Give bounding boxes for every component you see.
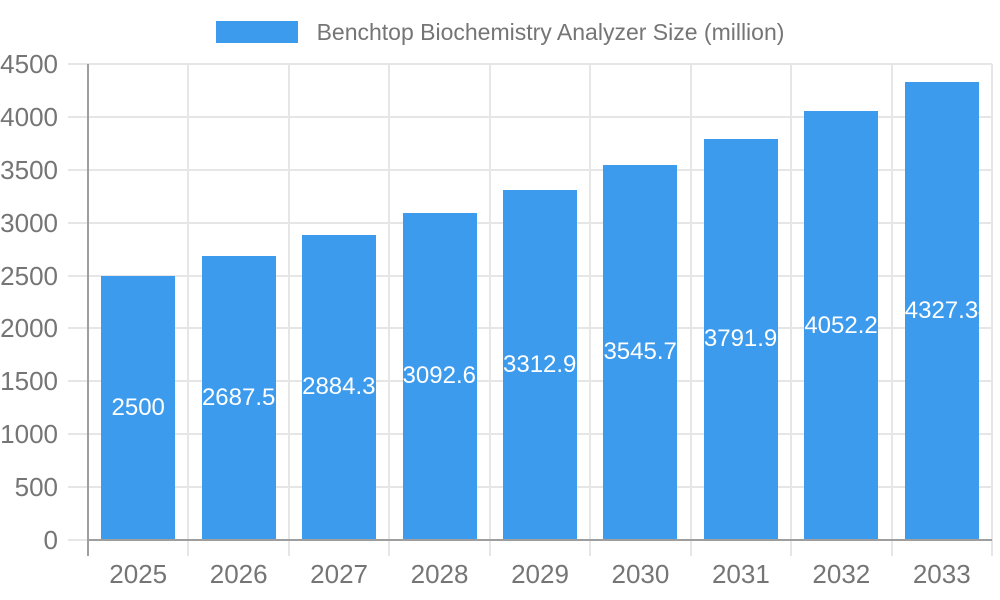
- y-axis-tick-label: 1000: [0, 419, 58, 450]
- bar-value-label: 3092.67: [402, 362, 477, 390]
- bar-value-label: 2884.38: [302, 373, 376, 401]
- x-axis-tick-label: 2032: [812, 559, 871, 589]
- x-axis-tick-label: 2030: [611, 559, 670, 589]
- bar-2031[interactable]: [703, 138, 778, 540]
- y-axis-tick-label: 3500: [0, 154, 58, 185]
- bar-2026[interactable]: [201, 255, 276, 540]
- bar-2028[interactable]: [402, 212, 477, 540]
- bar-2033[interactable]: [904, 82, 979, 540]
- x-axis-tick-label: 2028: [410, 559, 469, 589]
- legend-label: Benchtop Biochemistry Analyzer Size (mil…: [316, 18, 785, 45]
- x-gridline: [488, 64, 491, 556]
- x-axis-tick-label: 2031: [711, 559, 770, 589]
- legend-swatch-icon: [215, 21, 298, 43]
- x-axis-tick-label: 2026: [209, 559, 268, 589]
- x-axis-line: [88, 539, 992, 541]
- x-gridline: [991, 64, 993, 556]
- bar-2025[interactable]: [101, 275, 176, 540]
- x-axis-tick-label: 2029: [511, 559, 569, 589]
- x-gridline: [187, 64, 190, 556]
- y-axis-tick-label: 4500: [0, 49, 58, 79]
- bar-2032[interactable]: [804, 111, 879, 540]
- y-axis-tick-label: 0: [43, 525, 58, 555]
- y-axis-tick: [68, 539, 88, 541]
- y-gridline: [68, 115, 992, 118]
- y-gridline: [68, 168, 992, 171]
- bar-2027[interactable]: [302, 234, 377, 540]
- y-axis-tick-label: 4000: [0, 101, 58, 132]
- x-gridline: [890, 64, 893, 556]
- x-gridline: [287, 64, 290, 556]
- bar-2029[interactable]: [503, 189, 577, 540]
- bar-value-label: 3545.78: [603, 338, 677, 366]
- bar-value-label: 3791.97: [703, 325, 778, 353]
- x-axis-tick-label: 2025: [109, 559, 168, 589]
- y-axis-tick-label: 3000: [0, 207, 58, 238]
- x-gridline: [589, 64, 592, 556]
- y-gridline: [68, 63, 992, 65]
- bar-value-label: 4052.22: [804, 311, 878, 339]
- bar-value-label: 4327.34: [904, 297, 979, 325]
- y-axis-tick-label: 2000: [0, 313, 58, 344]
- x-gridline: [790, 64, 793, 556]
- x-axis-tick-label: 2027: [310, 559, 369, 589]
- plot-area: 0 500 1000 1500 2000 2500 3000 3500 4000 4500 2500…: [0, 50, 993, 588]
- y-axis-line: [87, 64, 89, 556]
- y-axis-tick-label: 500: [14, 472, 58, 503]
- bar-2030[interactable]: [603, 164, 678, 540]
- y-axis-tick-label: 1500: [0, 366, 58, 397]
- y-axis-tick-label: 2500: [0, 260, 58, 291]
- bar-value-label: 2687.5: [201, 383, 276, 411]
- bar-value-label: 3312.91: [503, 350, 577, 378]
- x-axis-tick-label: 2033: [912, 559, 971, 589]
- legend[interactable]: Benchtop Biochemistry Analyzer Size (mil…: [0, 18, 1000, 46]
- bar-value-label: 2500: [111, 393, 165, 421]
- x-gridline: [689, 64, 692, 556]
- x-gridline: [388, 64, 391, 556]
